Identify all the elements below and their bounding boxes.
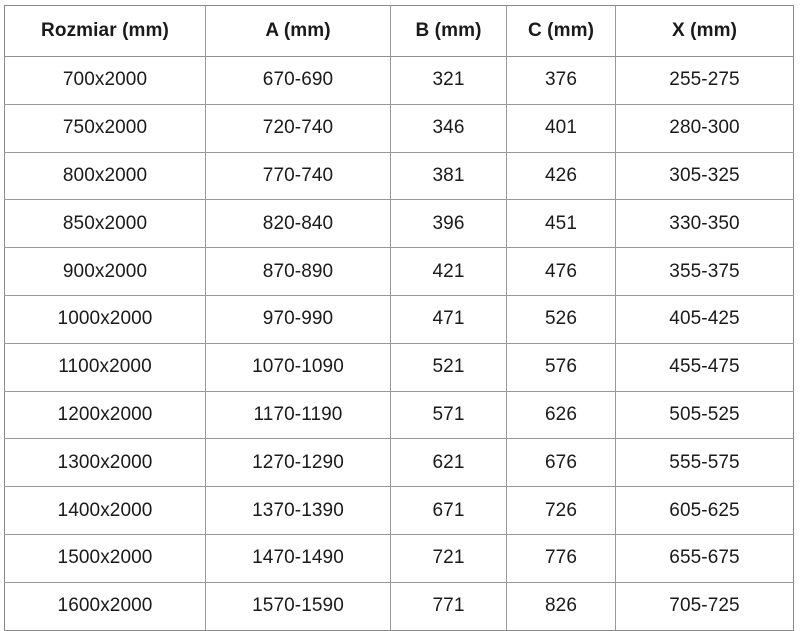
cell-a: 1270-1290 (205, 438, 391, 488)
cell-a: 1170-1190 (205, 390, 391, 440)
cell-x: 505-525 (615, 390, 794, 440)
column-header-x: X (mm) (615, 5, 794, 57)
cell-x: 605-625 (615, 486, 794, 535)
cell-c: 776 (506, 533, 616, 583)
table-row: 900x2000 870-890 421 476 355-375 (4, 247, 794, 296)
cell-b: 671 (390, 486, 507, 535)
shower-door-size-table: Rozmiar (mm) A (mm) B (mm) C (mm) X (mm) 700… (4, 5, 794, 631)
cell-b: 621 (390, 438, 507, 488)
cell-c: 426 (506, 151, 616, 201)
table-row: 1300x2000 1270-1290 621 676 555-575 (4, 438, 794, 488)
cell-x: 655-675 (615, 533, 794, 583)
table-row: 1000x2000 970-990 471 526 405-425 (4, 294, 794, 344)
table-row: 1600x2000 1570-1590 771 826 705-725 (4, 581, 794, 631)
cell-rozmiar: 1300x2000 (4, 438, 206, 488)
cell-b: 521 (390, 342, 507, 392)
cell-c: 726 (506, 486, 616, 535)
cell-c: 676 (506, 438, 616, 488)
column-header-a: A (mm) (205, 5, 391, 57)
cell-c: 826 (506, 581, 616, 631)
cell-a: 1570-1590 (205, 581, 391, 631)
cell-a: 720-740 (205, 103, 391, 153)
cell-b: 421 (390, 247, 507, 296)
cell-a: 1070-1090 (205, 342, 391, 392)
cell-a: 770-740 (205, 151, 391, 201)
table-row: 800x2000 770-740 381 426 305-325 (4, 151, 794, 201)
cell-a: 1470-1490 (205, 533, 391, 583)
cell-rozmiar: 850x2000 (4, 199, 206, 249)
column-header-c: C (mm) (506, 5, 616, 57)
cell-c: 376 (506, 56, 616, 105)
table-header: Rozmiar (mm) A (mm) B (mm) C (mm) X (mm) (4, 5, 794, 57)
cell-x: 280-300 (615, 103, 794, 153)
cell-rozmiar: 800x2000 (4, 151, 206, 201)
table-row: 1200x2000 1170-1190 571 626 505-525 (4, 390, 794, 440)
cell-b: 571 (390, 390, 507, 440)
cell-c: 401 (506, 103, 616, 153)
cell-b: 471 (390, 294, 507, 344)
cell-b: 381 (390, 151, 507, 201)
cell-x: 355-375 (615, 247, 794, 296)
column-header-rozmiar: Rozmiar (mm) (4, 5, 206, 57)
cell-c: 451 (506, 199, 616, 249)
table-row: 1100x2000 1070-1090 521 576 455-475 (4, 342, 794, 392)
cell-x: 255-275 (615, 56, 794, 105)
cell-c: 526 (506, 294, 616, 344)
cell-c: 576 (506, 342, 616, 392)
cell-a: 670-690 (205, 56, 391, 105)
cell-x: 455-475 (615, 342, 794, 392)
table-row: 850x2000 820-840 396 451 330-350 (4, 199, 794, 249)
cell-b: 321 (390, 56, 507, 105)
table-row: 1500x2000 1470-1490 721 776 655-675 (4, 533, 794, 583)
cell-a: 870-890 (205, 247, 391, 296)
table-body: 700x2000 670-690 321 376 255-275 750x2000 720-… (4, 56, 794, 631)
cell-x: 405-425 (615, 294, 794, 344)
cell-a: 820-840 (205, 199, 391, 249)
cell-x: 705-725 (615, 581, 794, 631)
cell-rozmiar: 700x2000 (4, 56, 206, 105)
cell-x: 555-575 (615, 438, 794, 488)
table-sheet: Rozmiar (mm) A (mm) B (mm) C (mm) X (mm) 700… (4, 5, 794, 631)
cell-a: 970-990 (205, 294, 391, 344)
column-header-b: B (mm) (390, 5, 507, 57)
cell-rozmiar: 900x2000 (4, 247, 206, 296)
cell-rozmiar: 750x2000 (4, 103, 206, 153)
cell-rozmiar: 1400x2000 (4, 486, 206, 535)
cell-b: 346 (390, 103, 507, 153)
cell-b: 721 (390, 533, 507, 583)
table-row: 1400x2000 1370-1390 671 726 605-625 (4, 486, 794, 535)
cell-rozmiar: 1500x2000 (4, 533, 206, 583)
cell-b: 396 (390, 199, 507, 249)
cell-a: 1370-1390 (205, 486, 391, 535)
cell-b: 771 (390, 581, 507, 631)
table-row: 750x2000 720-740 346 401 280-300 (4, 103, 794, 153)
table-row: 700x2000 670-690 321 376 255-275 (4, 56, 794, 105)
cell-x: 330-350 (615, 199, 794, 249)
cell-rozmiar: 1200x2000 (4, 390, 206, 440)
cell-rozmiar: 1600x2000 (4, 581, 206, 631)
cell-rozmiar: 1100x2000 (4, 342, 206, 392)
cell-rozmiar: 1000x2000 (4, 294, 206, 344)
cell-x: 305-325 (615, 151, 794, 201)
cell-c: 626 (506, 390, 616, 440)
cell-c: 476 (506, 247, 616, 296)
table-header-row: Rozmiar (mm) A (mm) B (mm) C (mm) X (mm) (4, 5, 794, 57)
